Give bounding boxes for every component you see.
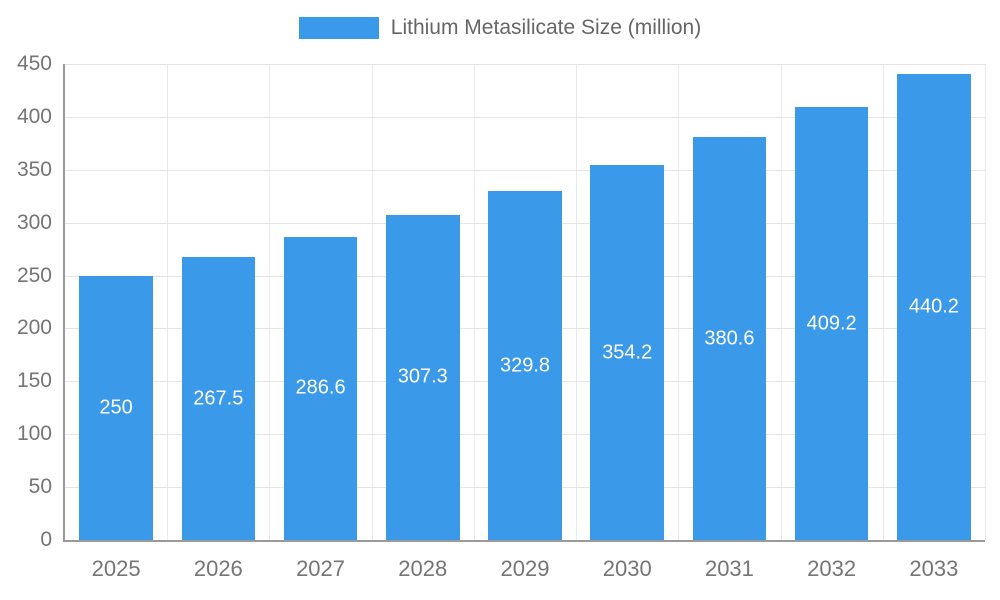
legend[interactable]: Lithium Metasilicate Size (million) xyxy=(0,16,1000,40)
bar[interactable]: 380.6 xyxy=(692,137,767,540)
bar-value-label: 286.6 xyxy=(295,376,346,399)
bar[interactable]: 267.5 xyxy=(181,257,256,540)
bar[interactable]: 307.3 xyxy=(385,214,460,540)
y-axis-tick-label: 200 xyxy=(16,316,52,340)
y-axis-tick-label: 150 xyxy=(16,369,52,393)
bar[interactable]: 354.2 xyxy=(590,165,665,540)
gridline-v xyxy=(167,64,169,540)
gridline-v xyxy=(678,64,680,540)
bar-value-label: 250 xyxy=(99,396,133,419)
bar-value-label: 329.8 xyxy=(499,354,551,377)
x-axis-tick-label: 2028 xyxy=(398,556,448,581)
gridline-v xyxy=(473,64,475,540)
legend-label: Lithium Metasilicate Size (million) xyxy=(390,16,702,39)
bar-value-label: 307.3 xyxy=(397,365,448,388)
bar-value-label: 409.2 xyxy=(806,312,857,335)
x-axis-tick-label: 2027 xyxy=(296,556,346,581)
bar[interactable]: 329.8 xyxy=(488,191,562,540)
gridline-v xyxy=(269,64,271,540)
y-axis: 0 50 100 150 200 250 300 350 400 450 xyxy=(0,52,52,551)
bar[interactable]: 409.2 xyxy=(794,107,869,540)
x-axis-tick-label: 2030 xyxy=(602,556,652,581)
bar[interactable]: 250 xyxy=(79,275,153,540)
y-axis-tick-label: 0 xyxy=(40,528,52,551)
bar[interactable]: 440.2 xyxy=(897,74,971,540)
y-axis-tick-label: 50 xyxy=(28,475,52,499)
x-axis-tick-label: 2033 xyxy=(909,556,959,581)
gridline-v xyxy=(576,64,578,540)
x-axis-tick-label: 2031 xyxy=(704,556,754,581)
gridline-h xyxy=(65,64,985,65)
gridline-v xyxy=(371,64,373,540)
bar-value-label: 440.2 xyxy=(908,295,959,318)
y-axis-tick-label: 250 xyxy=(16,263,52,287)
x-axis-tick-label: 2032 xyxy=(807,556,857,581)
y-axis-tick-label: 400 xyxy=(16,104,52,128)
bar-value-label: 380.6 xyxy=(704,327,755,350)
bar-value-label: 267.5 xyxy=(193,387,244,410)
gridline-v xyxy=(780,64,782,540)
y-axis-tick-label: 300 xyxy=(16,210,52,234)
y-axis-line xyxy=(63,64,65,540)
x-axis-tick-label: 2029 xyxy=(500,556,550,581)
bar-value-label: 354.2 xyxy=(602,341,653,364)
bar[interactable]: 286.6 xyxy=(283,236,358,540)
y-axis-tick-label: 100 xyxy=(16,422,52,446)
y-axis-tick-label: 350 xyxy=(16,157,52,181)
x-axis: 2025 2026 2027 2028 2029 2030 2031 2032 2033 xyxy=(65,556,985,586)
x-axis-tick-label: 2026 xyxy=(193,556,243,581)
x-axis-line xyxy=(63,540,985,542)
x-axis-tick-label: 2025 xyxy=(91,556,141,581)
gridline-h xyxy=(65,169,985,171)
gridline-h xyxy=(65,116,985,118)
legend-swatch-icon xyxy=(298,17,379,39)
y-axis-tick-label: 450 xyxy=(16,52,52,75)
gridline-v xyxy=(985,64,986,540)
plot-area: 250 267.5 286.6 307.3 329.8 354.2 380.6 409.2 44… xyxy=(63,64,986,542)
gridline-v xyxy=(882,64,884,540)
